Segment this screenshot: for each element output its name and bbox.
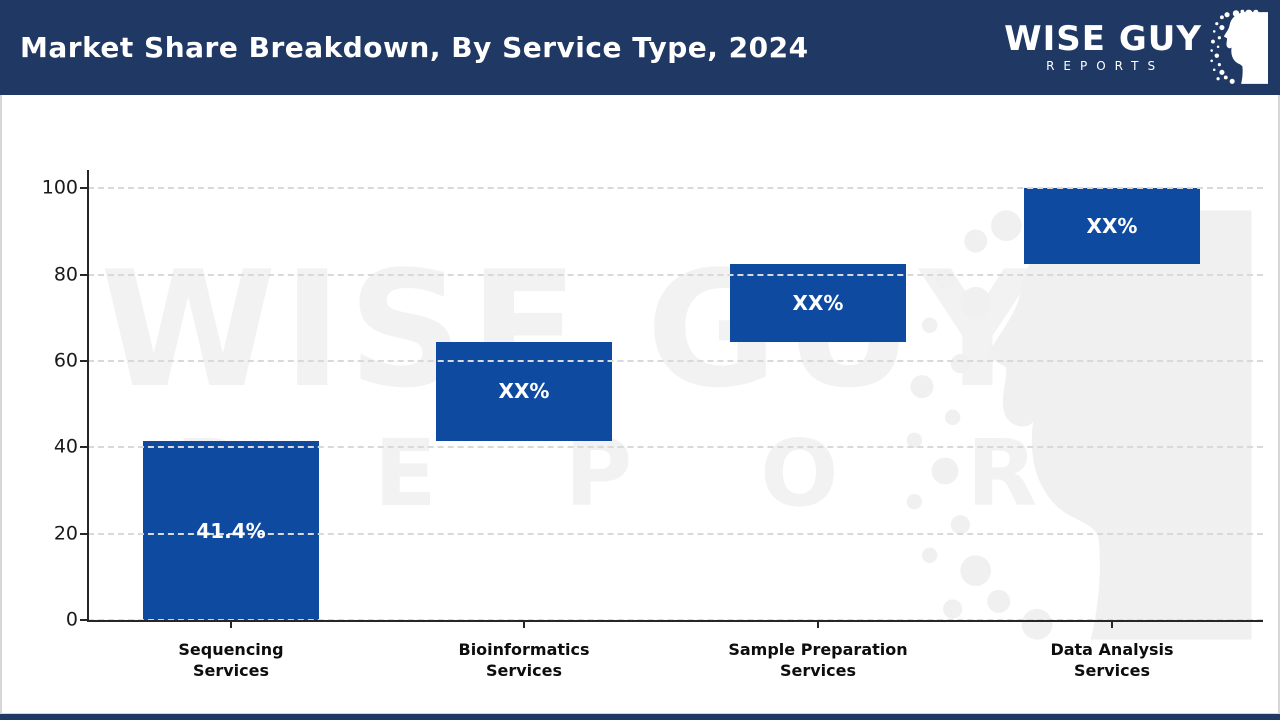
footer-band [0, 714, 1280, 720]
x-category-label: Data Analysis Services [1050, 640, 1174, 680]
y-tick-label: 40 [53, 435, 78, 458]
y-tick-mark [80, 359, 87, 362]
x-axis-line [87, 620, 1263, 622]
brand-face-icon [1204, 7, 1268, 89]
x-tick-mark [1111, 622, 1113, 628]
bar-value-label: XX% [792, 290, 844, 315]
chart-title: Market Share Breakdown, By Service Type,… [20, 31, 809, 64]
y-tick-label: 80 [53, 263, 78, 286]
y-tick-label: 20 [53, 522, 78, 545]
figure-border-left [0, 95, 2, 720]
brand-logo-text: WISE GUY REPORTS [1004, 22, 1202, 73]
y-tick-mark [80, 619, 87, 621]
bar-value-label: XX% [1086, 214, 1138, 239]
y-tick-mark [80, 446, 87, 449]
x-tick-mark [230, 622, 232, 628]
y-tick-mark [80, 187, 87, 190]
brand-logo: WISE GUY REPORTS [1004, 7, 1268, 89]
gridline [88, 359, 1263, 362]
bar-value-label: XX% [498, 379, 550, 404]
bar [143, 441, 319, 620]
x-tick-mark [523, 622, 525, 628]
x-category-label: Sample Preparation Services [728, 640, 908, 680]
y-axis-line [87, 170, 89, 622]
brand-name: WISE GUY [1004, 19, 1202, 59]
header-band: Market Share Breakdown, By Service Type,… [0, 0, 1280, 95]
y-tick-label: 0 [65, 608, 78, 631]
y-tick-label: 60 [53, 349, 78, 372]
bar [436, 341, 612, 442]
y-tick-mark [80, 273, 87, 276]
figure-border-right [1278, 95, 1280, 720]
gridline [88, 446, 1263, 449]
x-category-label: Sequencing Services [178, 640, 284, 680]
bar-value-label: 41.4% [196, 518, 266, 543]
bar [1024, 188, 1200, 264]
gridline [88, 532, 1263, 535]
figure-border-bottom [0, 713, 1280, 714]
gridline [88, 187, 1263, 190]
brand-subtitle: REPORTS [1046, 59, 1165, 73]
x-category-label: Bioinformatics Services [458, 640, 590, 680]
y-tick-label: 100 [41, 176, 78, 199]
bar [730, 263, 906, 342]
y-tick-mark [80, 532, 87, 535]
gridline [88, 273, 1263, 276]
x-tick-mark [817, 622, 819, 628]
